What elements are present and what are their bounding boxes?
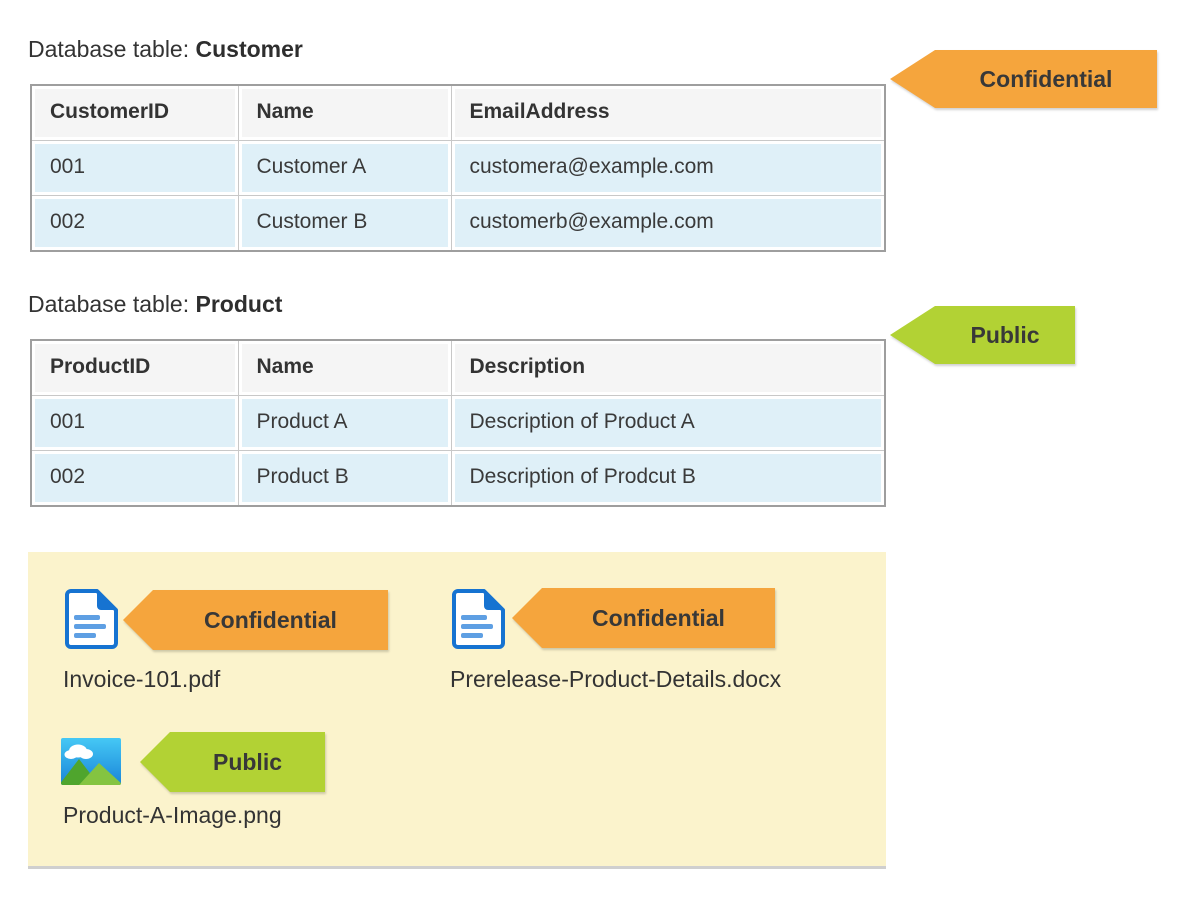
file-sensitivity-tag: Public (140, 732, 325, 792)
document-icon (63, 588, 119, 655)
product-table-title: Database table: Product (28, 291, 282, 318)
column-header: ProductID (30, 339, 239, 396)
table-cell: Description of Product A (450, 395, 886, 451)
column-header: Name (237, 339, 452, 396)
column-header: CustomerID (30, 84, 239, 141)
table-cell: Description of Prodcut B (450, 450, 886, 507)
customer-table: CustomerID Name EmailAddress 001 Custome… (30, 84, 886, 252)
image-icon (61, 738, 121, 790)
file-sensitivity-tag: Confidential (123, 590, 388, 650)
table-cell: 001 (30, 140, 239, 196)
table-row: 001 Product A Description of Product A (30, 395, 886, 451)
table-cell: 002 (30, 450, 239, 507)
confidential-label: Confidential (890, 50, 1157, 108)
column-header: Name (237, 84, 452, 141)
file-name: Product-A-Image.png (63, 802, 282, 828)
table-cell: Customer A (237, 140, 452, 196)
table-cell: 002 (30, 195, 239, 252)
product-table: ProductID Name Description 001 Product A… (30, 339, 886, 507)
customer-table-title: Database table: Customer (28, 36, 303, 63)
customer-sensitivity-tag: Confidential (890, 50, 1157, 108)
table-header-row: CustomerID Name EmailAddress (30, 84, 886, 141)
title-table-name: Product (195, 291, 283, 317)
confidential-label: Confidential (512, 588, 775, 648)
table-cell: Customer B (237, 195, 452, 252)
title-prefix: Database table: (28, 36, 196, 62)
public-label: Public (140, 732, 325, 792)
confidential-label: Confidential (123, 590, 388, 650)
table-header-row: ProductID Name Description (30, 339, 886, 396)
file-sensitivity-tag: Confidential (512, 588, 775, 648)
column-header: EmailAddress (450, 84, 886, 141)
file-name: Invoice-101.pdf (63, 666, 221, 692)
table-cell: Product B (237, 450, 452, 507)
table-cell: 001 (30, 395, 239, 451)
column-header: Description (450, 339, 886, 396)
table-row: 002 Customer B customerb@example.com (30, 195, 886, 252)
file-name: Prerelease-Product-Details.docx (450, 666, 782, 692)
document-icon (450, 588, 506, 655)
title-prefix: Database table: (28, 291, 196, 317)
files-panel: Confidential Invoice-101.pdf Confidentia… (28, 552, 886, 869)
table-row: 001 Customer A customera@example.com (30, 140, 886, 196)
public-label: Public (890, 306, 1075, 364)
title-table-name: Customer (195, 36, 303, 62)
table-cell: Product A (237, 395, 452, 451)
table-cell: customera@example.com (450, 140, 886, 196)
table-cell: customerb@example.com (450, 195, 886, 252)
product-sensitivity-tag: Public (890, 306, 1075, 364)
table-row: 002 Product B Description of Prodcut B (30, 450, 886, 507)
